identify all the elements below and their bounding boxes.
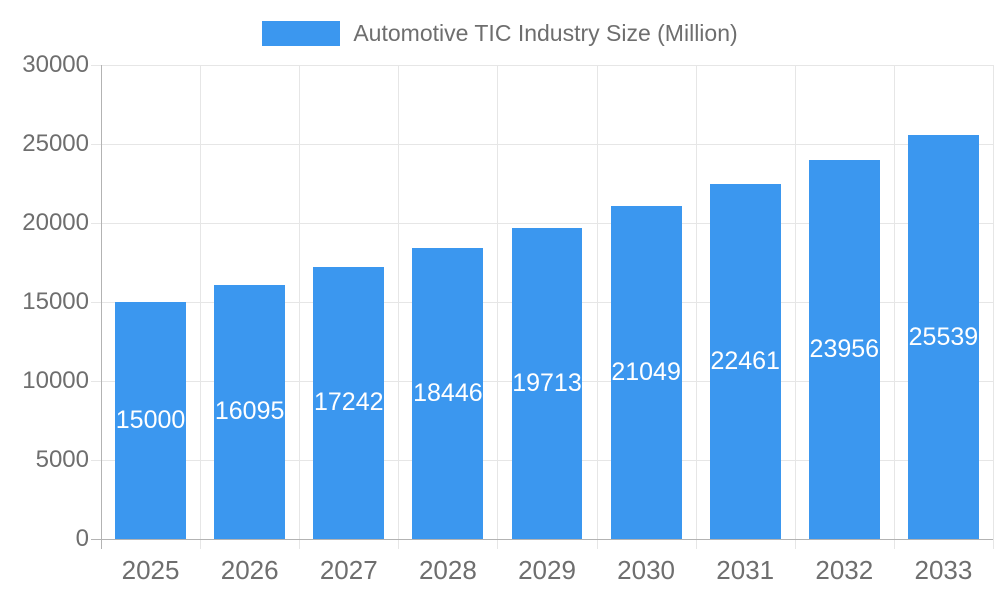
bar-2033[interactable]: 25539: [907, 135, 979, 539]
x-axis-tick-label: 2030: [617, 555, 676, 585]
bar-value-label: 21049: [611, 358, 681, 387]
bar-2027[interactable]: 17242: [313, 266, 385, 539]
x-axis-tick-label: 2026: [220, 555, 279, 585]
x-gridline: [497, 65, 499, 549]
y-axis-line: [101, 65, 102, 549]
bar-value-label: 15000: [115, 406, 186, 434]
y-axis-tick-label: 5000: [35, 446, 89, 473]
y-tick-mark: [91, 65, 101, 66]
bar-value-label: 18446: [413, 378, 483, 407]
y-gridline: [101, 65, 993, 66]
x-gridline: [200, 65, 202, 549]
x-gridline: [695, 65, 697, 549]
bar-value-label: 17242: [313, 388, 384, 417]
y-axis-tick-label: 20000: [22, 209, 89, 236]
y-axis-tick-label: 0: [75, 525, 89, 552]
x-axis-line: [91, 539, 993, 540]
y-gridline: [101, 223, 993, 224]
y-axis-tick-label: 10000: [22, 367, 89, 394]
x-gridline: [893, 65, 895, 549]
bar-value-label: 23956: [809, 335, 880, 364]
x-axis-tick-label: 2032: [815, 555, 874, 585]
x-axis-tick-label: 2027: [319, 555, 378, 585]
x-axis-tick-label: 2028: [418, 555, 477, 585]
bar-value-label: 22461: [710, 347, 780, 376]
x-axis-tick-label: 2033: [914, 555, 973, 585]
x-gridline: [993, 65, 994, 549]
bar-2028[interactable]: 18446: [412, 247, 484, 539]
y-tick-mark: [91, 381, 101, 382]
x-gridline: [299, 65, 301, 549]
bar-value-label: 16095: [214, 397, 285, 426]
x-axis-tick-label: 2029: [518, 555, 576, 585]
x-gridline: [596, 65, 598, 549]
y-tick-mark: [91, 460, 101, 461]
legend-swatch: [262, 20, 341, 46]
bar-value-label: 19713: [512, 368, 582, 397]
y-tick-mark: [91, 144, 101, 145]
bar-2032[interactable]: 23956: [808, 160, 880, 539]
bar-2026[interactable]: 16095: [214, 284, 286, 539]
y-axis-tick-label: 15000: [22, 288, 89, 315]
bar-2031[interactable]: 22461: [709, 184, 781, 539]
x-gridline: [794, 65, 796, 549]
bar-2025[interactable]: 15000: [115, 302, 187, 539]
bar-value-label: 25539: [908, 322, 979, 351]
bar-2029[interactable]: 19713: [511, 227, 583, 539]
y-axis-tick-label: 25000: [22, 130, 89, 157]
legend-label: Automotive TIC Industry Size (Million): [353, 19, 738, 46]
y-axis-tick-label: 30000: [22, 51, 89, 78]
y-gridline: [101, 144, 993, 145]
chart-legend[interactable]: Automotive TIC Industry Size (Million): [0, 16, 1000, 50]
x-gridline: [398, 65, 400, 549]
y-tick-mark: [91, 302, 101, 303]
y-tick-mark: [91, 223, 101, 224]
bar-2030[interactable]: 21049: [610, 206, 682, 539]
x-axis-tick-label: 2025: [121, 555, 180, 585]
x-axis-tick-label: 2031: [716, 555, 775, 585]
